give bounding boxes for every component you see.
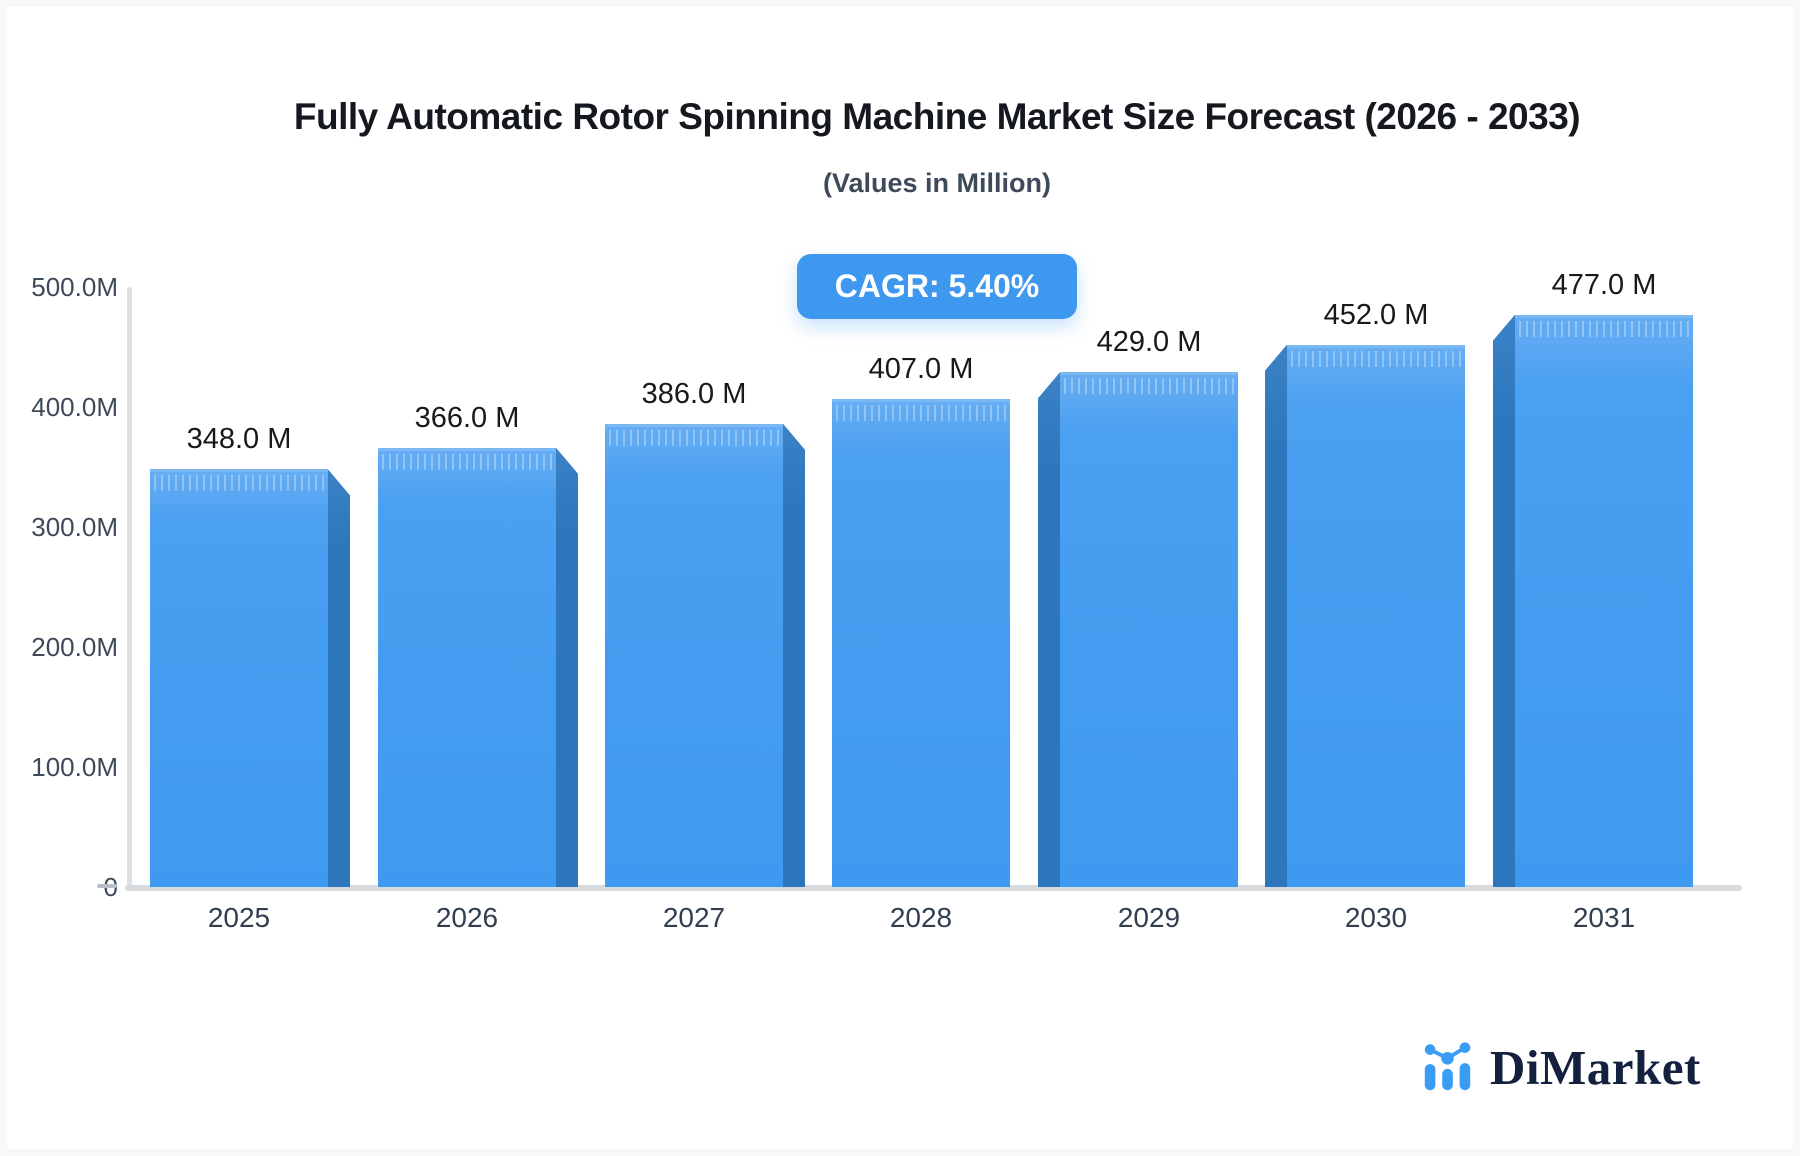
cagr-badge: CAGR: 5.40% [796, 254, 1078, 319]
bar-side-face [783, 423, 805, 887]
value-label: 386.0 M [641, 377, 747, 410]
bar-side-face [1493, 314, 1515, 887]
year-label: 2030 [1344, 902, 1408, 933]
y-axis-tick-label: 200.0M [31, 632, 118, 662]
year-label: 2029 [1117, 902, 1181, 933]
bar [150, 469, 350, 887]
bar [1265, 344, 1465, 887]
value-label: 348.0 M [186, 423, 292, 456]
logo-text: DiMarket [1490, 1039, 1701, 1095]
bar-side-face [1265, 344, 1287, 887]
value-label: 407.0 M [868, 352, 974, 385]
bar-side-face [556, 447, 578, 887]
y-axis-tick-label: 300.0M [31, 512, 118, 542]
bar [832, 398, 1010, 887]
dimarket-logo: DiMarket [1418, 1038, 1701, 1096]
y-axis-tick-label: 400.0M [31, 392, 118, 422]
value-label: 429.0 M [1096, 326, 1202, 359]
bar-side-face [1038, 372, 1060, 887]
year-label: 2026 [435, 902, 499, 933]
y-axis-tick-label: 500.0M [31, 272, 118, 302]
bar [378, 447, 578, 887]
x-axis-line [125, 885, 1742, 891]
year-label: 2025 [207, 902, 271, 933]
year-label: 2027 [662, 902, 726, 933]
bar [605, 423, 805, 887]
bar-side-face [328, 469, 350, 887]
y-axis-line [127, 287, 132, 888]
cagr-badge-row: CAGR: 5.40% [132, 254, 1742, 319]
chart-title: Fully Automatic Rotor Spinning Machine M… [293, 96, 1581, 137]
value-label: 477.0 M [1551, 268, 1657, 301]
value-label: 366.0 M [414, 401, 520, 434]
value-label: 452.0 M [1323, 298, 1429, 331]
bar-chart-sparkline-icon [1424, 1042, 1471, 1091]
year-label: 2028 [889, 902, 953, 933]
zero-tick-mark [97, 884, 117, 888]
y-axis-tick-label: 100.0M [31, 752, 118, 782]
bar [1493, 314, 1693, 887]
year-label: 2031 [1572, 902, 1636, 933]
chart-subtitle: (Values in Million) [822, 168, 1052, 198]
bar [1038, 372, 1238, 887]
